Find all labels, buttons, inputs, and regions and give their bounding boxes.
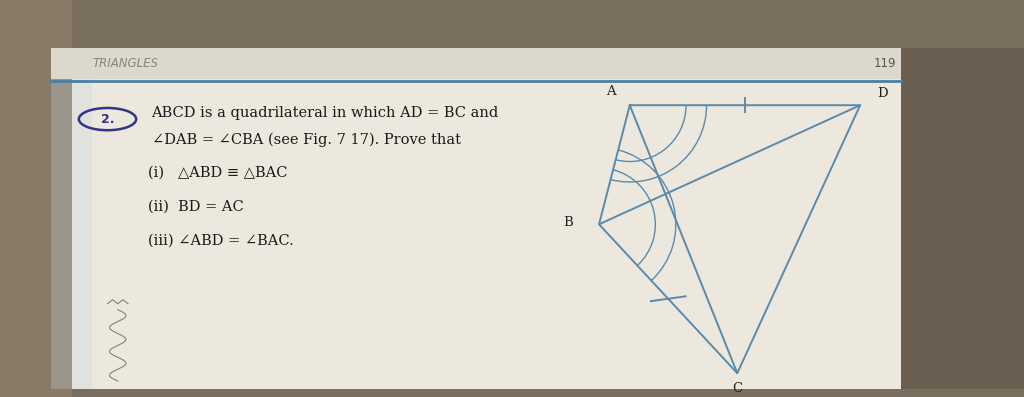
Text: ABCD is a quadrilateral in which AD = BC and: ABCD is a quadrilateral in which AD = BC… xyxy=(152,106,499,120)
Bar xyxy=(0,0,1024,48)
Text: D: D xyxy=(878,87,888,100)
Text: 2.: 2. xyxy=(100,113,115,125)
Text: B: B xyxy=(563,216,573,229)
Text: ∠DAB = ∠CBA (see Fig. 7 17). Prove that: ∠DAB = ∠CBA (see Fig. 7 17). Prove that xyxy=(152,133,461,147)
Bar xyxy=(0,0,72,397)
Bar xyxy=(0,389,1024,397)
Bar xyxy=(51,48,901,79)
Text: (i)   △ABD ≡ △BAC: (i) △ABD ≡ △BAC xyxy=(148,166,288,180)
Bar xyxy=(901,48,1024,397)
Text: A: A xyxy=(606,85,616,98)
Text: C: C xyxy=(732,382,742,395)
Text: TRIANGLES: TRIANGLES xyxy=(92,57,158,70)
Text: 119: 119 xyxy=(873,57,896,70)
Text: (ii)  BD = AC: (ii) BD = AC xyxy=(148,199,245,214)
Bar xyxy=(51,48,92,389)
Bar xyxy=(51,48,901,389)
Text: (iii) ∠ABD = ∠BAC.: (iii) ∠ABD = ∠BAC. xyxy=(148,233,294,247)
